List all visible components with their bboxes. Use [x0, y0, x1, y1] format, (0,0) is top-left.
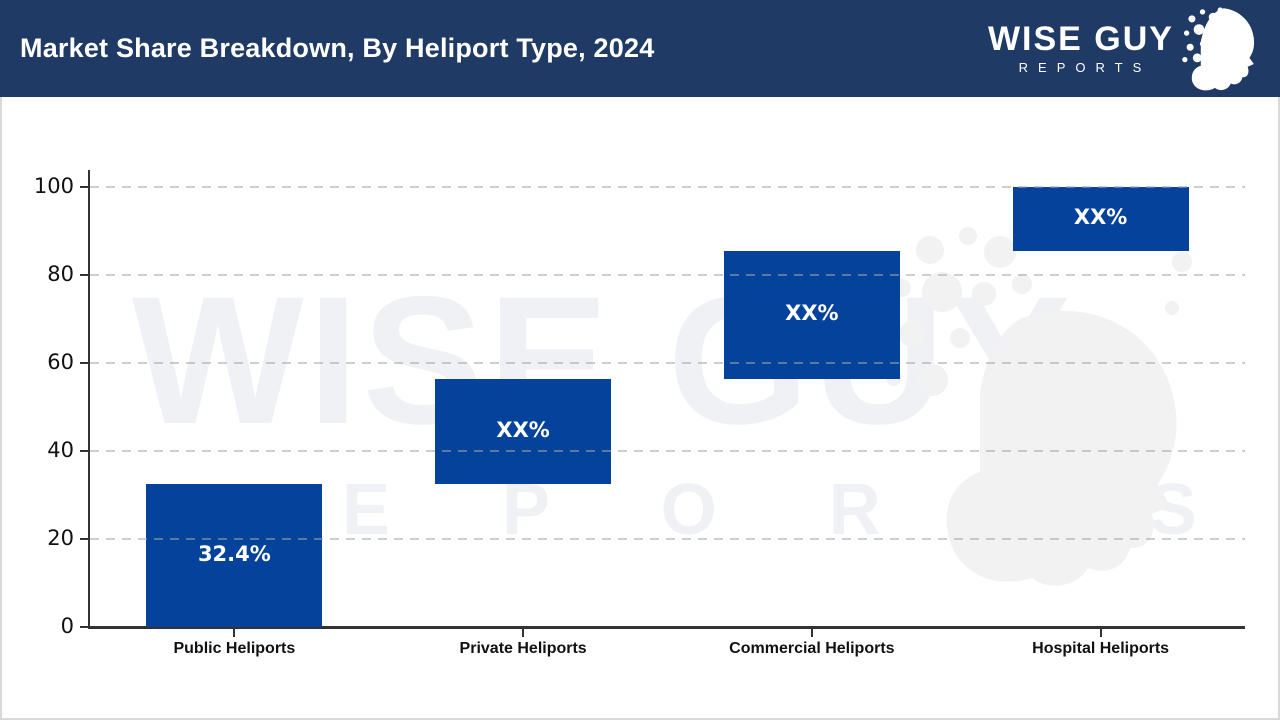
brand-subtitle: REPORTS: [1018, 59, 1152, 75]
gridline-80: [90, 274, 1245, 276]
x-tick-public-heliports: [233, 629, 236, 637]
bar-hospital-heliports: XX%: [1012, 187, 1189, 251]
y-tick-label-0: 0: [60, 614, 74, 638]
y-tick-60: [80, 362, 88, 364]
bar-value-label-public-heliports: 32.4%: [197, 541, 271, 566]
y-tick-label-80: 80: [47, 262, 74, 286]
y-tick-100: [80, 186, 88, 188]
y-tick-label-100: 100: [33, 174, 74, 198]
plot-area: 0 20 40 60 80 100 32.4% Public Heliports XX% Priv…: [34, 170, 1245, 657]
y-tick-0: [80, 626, 88, 628]
x-tick-hospital-heliports: [1099, 629, 1102, 637]
y-tick-80: [80, 274, 88, 276]
gridline-40: [90, 450, 1245, 452]
bar-commercial-heliports: XX%: [723, 250, 900, 379]
y-tick-label-40: 40: [47, 438, 74, 462]
bar-value-label-private-heliports: XX%: [496, 417, 550, 442]
x-category-label-commercial-heliports: Commercial Heliports: [729, 640, 895, 657]
x-axis-line: [88, 626, 1245, 629]
gridline-20: [90, 538, 1245, 540]
brand-logo: WISE GUY REPORTS: [988, 0, 1268, 97]
y-tick-label-60: 60: [47, 350, 74, 374]
x-category-label-private-heliports: Private Heliports: [459, 640, 587, 657]
gridline-60: [90, 362, 1245, 364]
header: Market Share Breakdown, By Heliport Type…: [0, 0, 1280, 97]
chart-title: Market Share Breakdown, By Heliport Type…: [20, 33, 655, 63]
gridline-100: [90, 186, 1245, 188]
y-axis-line: [88, 170, 90, 629]
x-category-label-public-heliports: Public Heliports: [173, 640, 296, 657]
y-tick-label-20: 20: [47, 526, 74, 550]
bar-value-label-commercial-heliports: XX%: [785, 300, 839, 325]
bar-public-heliports: 32.4%: [146, 484, 323, 627]
brand-name: WISE GUY: [987, 20, 1174, 59]
brand-logo-text: WISE GUY REPORTS: [987, 20, 1174, 75]
x-tick-private-heliports: [522, 629, 525, 637]
y-tick-40: [80, 450, 88, 452]
logo-head-icon: [1182, 6, 1255, 90]
y-tick-20: [80, 538, 88, 540]
bar-private-heliports: XX%: [435, 378, 612, 485]
bar-value-label-hospital-heliports: XX%: [1073, 204, 1128, 229]
x-category-label-hospital-heliports: Hospital Heliports: [1032, 640, 1170, 657]
x-tick-commercial-heliports: [810, 629, 813, 637]
